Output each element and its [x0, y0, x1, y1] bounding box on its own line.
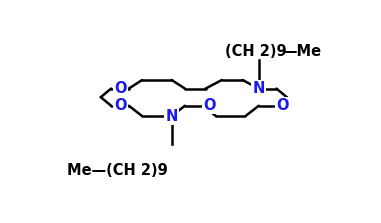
Text: O: O	[276, 98, 289, 113]
Text: O: O	[115, 81, 127, 96]
Text: Me—(CH 2)9: Me—(CH 2)9	[67, 163, 168, 178]
Text: N: N	[253, 81, 265, 96]
Text: —Me: —Me	[282, 44, 322, 59]
Text: O: O	[203, 98, 216, 113]
Text: N: N	[165, 109, 178, 124]
Text: (CH 2)9: (CH 2)9	[225, 44, 287, 59]
Text: O: O	[115, 98, 127, 113]
